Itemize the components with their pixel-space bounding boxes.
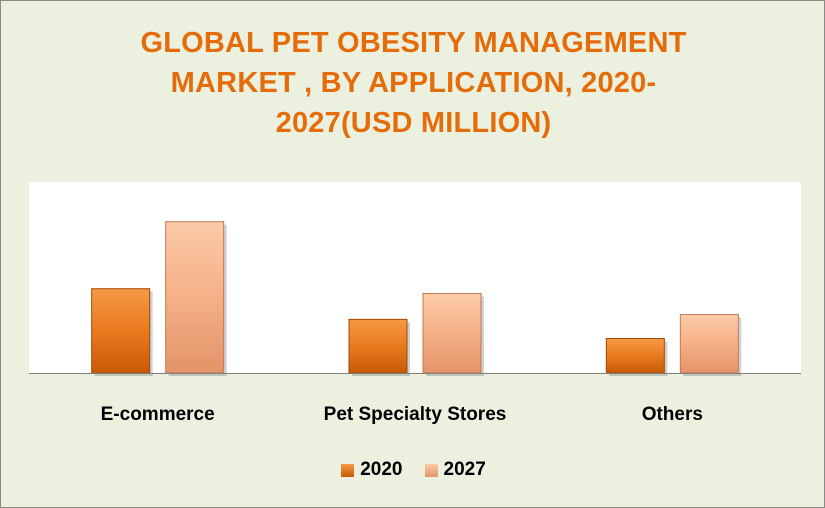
legend-label-2027: 2027	[443, 459, 486, 480]
legend: 2020 2027	[1, 459, 825, 481]
x-tick-label: Others	[642, 404, 703, 425]
bar-2020-others	[605, 338, 665, 374]
x-tick-label: E-commerce	[101, 404, 215, 425]
legend-item-2020: 2020	[341, 459, 403, 481]
legend-swatch-2027	[424, 463, 438, 477]
bar-2020-pet-specialty-stores	[348, 318, 408, 374]
plot-area	[29, 182, 801, 374]
chart-title: GLOBAL PET OBESITY MANAGEMENT MARKET , B…	[61, 23, 766, 143]
chart-title-line-2: MARKET , BY APPLICATION, 2020-	[170, 67, 657, 99]
bar-2020-e-commerce	[91, 288, 151, 374]
legend-label-2020: 2020	[360, 459, 403, 480]
bar-2027-e-commerce	[165, 221, 225, 374]
legend-swatch-2020	[341, 463, 355, 477]
x-tick-label: Pet Specialty Stores	[324, 404, 507, 425]
bar-2027-others	[679, 314, 739, 374]
chart-title-line-3: 2027(USD MILLION)	[275, 107, 552, 139]
legend-item-2027: 2027	[424, 459, 486, 481]
bar-2027-pet-specialty-stores	[422, 292, 482, 374]
chart-title-line-1: GLOBAL PET OBESITY MANAGEMENT	[140, 27, 687, 59]
